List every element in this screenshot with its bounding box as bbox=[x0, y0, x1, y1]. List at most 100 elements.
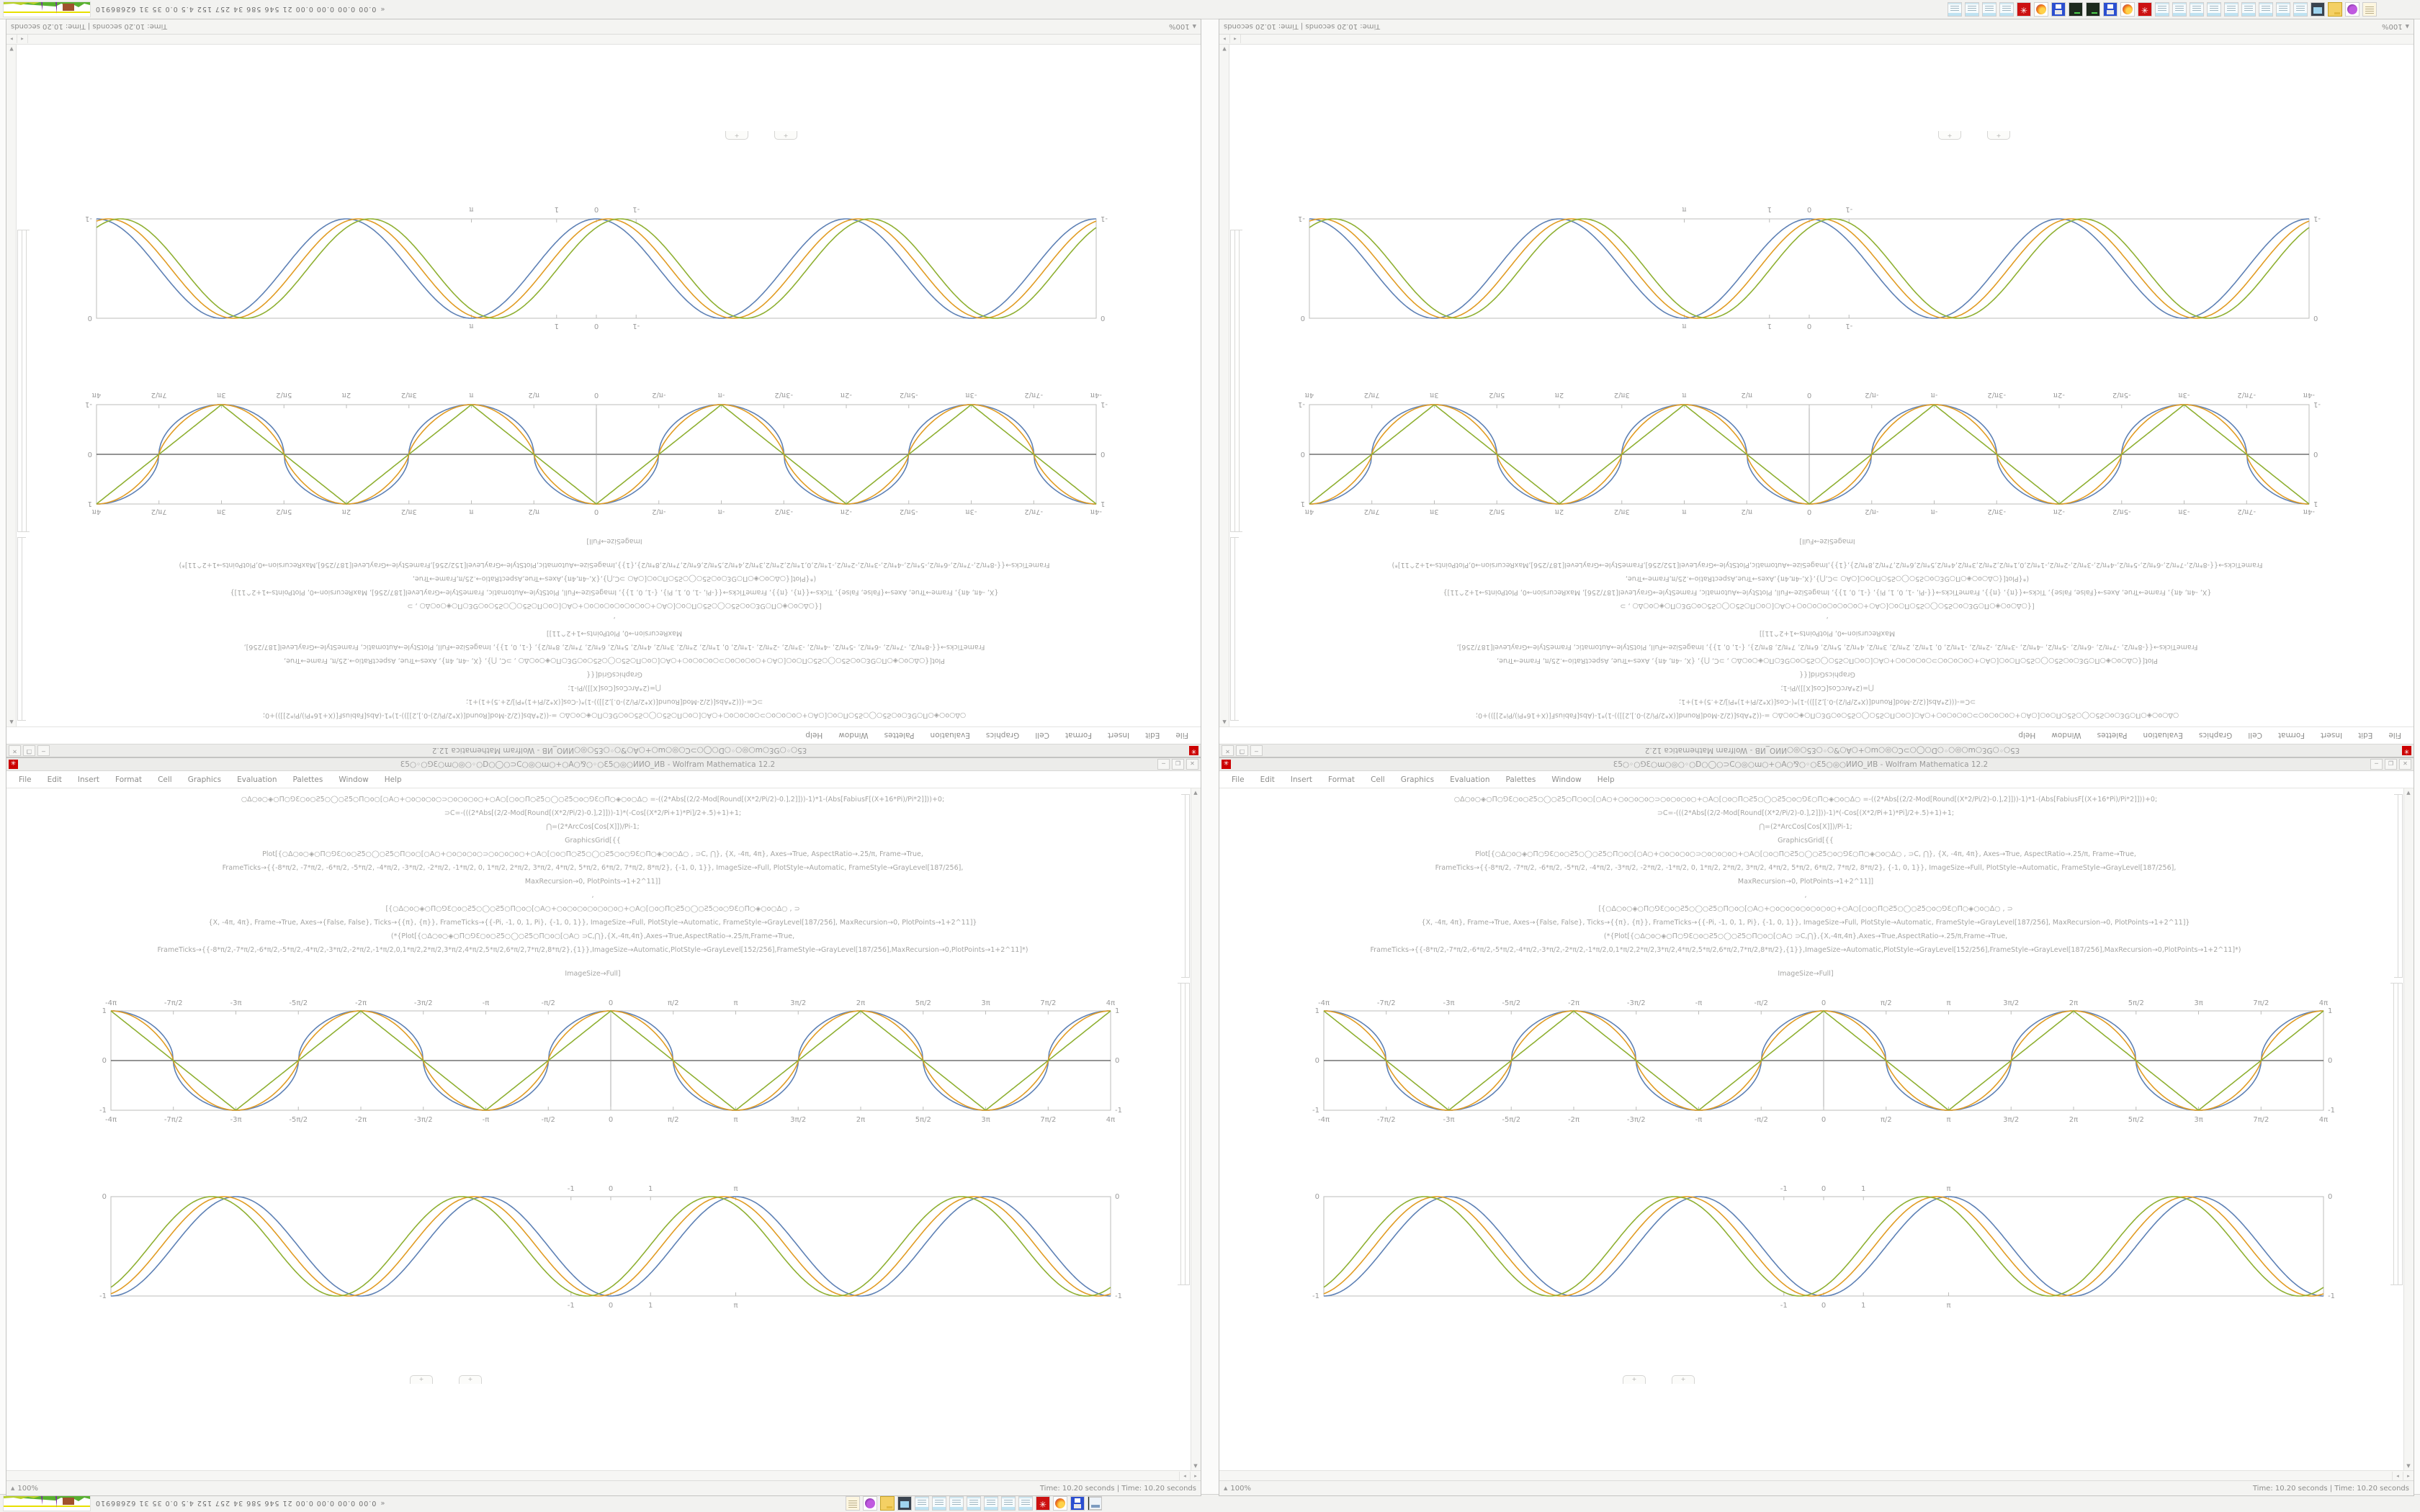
notepad-icon[interactable] bbox=[2224, 2, 2238, 17]
code-line[interactable]: ○Δ○o○◈○Π○⅁Ɛ○o○Ƨ5○◯○Ƨ5○Π○o○[○A○+○o○o○o○⊃○… bbox=[1475, 711, 2179, 719]
code-line[interactable]: ⊃C=-(((2*Abs[(2/2-Mod[Round[(X*2/Pi/2)-0… bbox=[444, 809, 742, 817]
magnification-control[interactable]: ▲ 100% bbox=[1224, 1485, 1251, 1493]
code-line[interactable]: [{○Δ○o○◈○Π○⅁Ɛ○o○Ƨ5○◯○Ƨ5○Π○o○[○A○+○o○o○o○… bbox=[385, 905, 800, 913]
code-line[interactable]: {X, -4π, 4π}, Frame→True, Axes→{False, F… bbox=[1443, 588, 2212, 596]
horizontal-scrollbar[interactable]: ◂ ▸ bbox=[6, 1470, 1201, 1480]
firefox-icon[interactable] bbox=[2034, 2, 2048, 17]
menu-graphics[interactable]: Graphics bbox=[985, 731, 1020, 740]
menu-cell[interactable]: Cell bbox=[1371, 775, 1385, 784]
code-line[interactable]: FrameTicks→{{-8*π/2,-7*π/2,-6*π/2,-5*π/2… bbox=[157, 946, 1028, 954]
notepad-icon[interactable] bbox=[1948, 2, 1962, 17]
menu-edit[interactable]: Edit bbox=[1145, 731, 1160, 740]
scroll-right-icon[interactable]: ▸ bbox=[2403, 1471, 2414, 1480]
maximize-button[interactable]: ❐ bbox=[2385, 759, 2397, 770]
menu-palettes[interactable]: Palettes bbox=[884, 731, 915, 740]
window-titlebar[interactable]: ✳ Ɛ5○◦○⅁Ɛ○ɯ○◎○◦○D○◯○⊃C○◎○ɯ○+○A○⅋○◦○Ɛ5○◎○… bbox=[1219, 744, 2414, 757]
menu-evaluation[interactable]: Evaluation bbox=[1450, 775, 1490, 784]
insert-cell-button[interactable]: + bbox=[1987, 131, 2010, 140]
notepad-icon[interactable] bbox=[984, 1496, 998, 1511]
menu-window[interactable]: Window bbox=[339, 775, 369, 784]
menu-palettes[interactable]: Palettes bbox=[1505, 775, 1536, 784]
notepad-icon[interactable] bbox=[2155, 2, 2169, 17]
menu-palettes[interactable]: Palettes bbox=[292, 775, 323, 784]
window-icon[interactable] bbox=[1089, 1497, 1102, 1510]
magnification-control[interactable]: ▲ 100% bbox=[11, 1485, 38, 1493]
code-line[interactable]: ImageSize→Full] bbox=[565, 970, 621, 978]
code-line[interactable]: GraphicsGrid[{{ bbox=[586, 670, 642, 678]
insert-cell-button[interactable]: + bbox=[1672, 1375, 1695, 1384]
code-line[interactable]: ○Δ○o○◈○Π○⅁Ɛ○o○Ƨ5○◯○Ƨ5○Π○o○[○A○+○o○o○o○⊃○… bbox=[241, 796, 945, 804]
cell-bracket[interactable] bbox=[17, 230, 30, 532]
insert-cell-button[interactable]: + bbox=[774, 131, 797, 140]
scroll-left-icon[interactable]: ◂ bbox=[17, 35, 28, 44]
code-cell-group[interactable]: ○Δ○o○◈○Π○⅁Ɛ○o○Ƨ5○◯○Ƨ5○Π○o○[○A○+○o○o○o○⊃○… bbox=[28, 534, 1201, 726]
minimize-button[interactable]: ─ bbox=[2370, 759, 2383, 770]
menu-cell[interactable]: Cell bbox=[2248, 731, 2262, 740]
code-line[interactable]: [{○Δ○o○◈○Π○⅁Ɛ○o○Ƨ5○◯○Ƨ5○Π○o○[○A○+○o○o○o○… bbox=[407, 602, 822, 610]
close-button[interactable]: ✕ bbox=[9, 745, 21, 756]
code-line[interactable]: ○Δ○o○◈○Π○⅁Ɛ○o○Ƨ5○◯○Ƨ5○Π○o○[○A○+○o○o○o○⊃○… bbox=[262, 711, 967, 719]
scroll-down-icon[interactable]: ▼ bbox=[1222, 46, 1227, 52]
menu-palettes[interactable]: Palettes bbox=[2097, 731, 2128, 740]
scroll-icon[interactable] bbox=[846, 1496, 860, 1511]
menu-edit[interactable]: Edit bbox=[47, 775, 62, 784]
insert-cell-button[interactable]: + bbox=[410, 1375, 433, 1384]
notepad-icon[interactable] bbox=[1999, 2, 2014, 17]
code-line[interactable]: {X, -4π, 4π}, Frame→True, Axes→{False, F… bbox=[1421, 919, 2190, 927]
code-line[interactable]: (*{Plot[{○Δ○o○◈○Π○⅁Ɛ○o○Ƨ5○◯○Ƨ5○Π○o○[○A○ … bbox=[1603, 932, 2008, 940]
code-line[interactable]: ⋂=(2*ArcCos[Cos[X]])/Pi-1; bbox=[1780, 684, 1874, 692]
horizontal-scrollbar[interactable]: ◂ ▸ bbox=[1219, 1470, 2414, 1480]
code-line[interactable]: , bbox=[1826, 616, 1829, 624]
scroll-up-icon[interactable]: ▲ bbox=[1193, 790, 1198, 796]
notepad-icon[interactable] bbox=[1982, 2, 1996, 17]
folder-icon[interactable] bbox=[2328, 2, 2342, 17]
floppy-icon[interactable] bbox=[2051, 2, 2066, 17]
scroll-up-icon[interactable]: ▲ bbox=[9, 719, 14, 725]
vertical-scrollbar[interactable]: ▲ ▼ bbox=[2403, 788, 2414, 1470]
magnification-control[interactable]: ▲ 100% bbox=[2382, 23, 2409, 31]
menu-file[interactable]: File bbox=[1232, 775, 1245, 784]
panel-expander-icon[interactable]: « bbox=[380, 5, 385, 14]
gear-red-icon[interactable] bbox=[2017, 2, 2031, 17]
minimize-button[interactable]: ─ bbox=[1250, 745, 1263, 756]
window-titlebar[interactable]: ✳ Ɛ5○◦○⅁Ɛ○ɯ○◎○◦○D○◯○⊃C○◎○ɯ○+○A○⅋○◦○Ɛ5○◎○… bbox=[6, 758, 1201, 771]
notepad-icon[interactable] bbox=[967, 1496, 981, 1511]
horizontal-scrollbar[interactable]: ◂ ▸ bbox=[1219, 35, 2414, 45]
code-line[interactable]: FrameTicks→{{-8*π/2, -7*π/2, -6*π/2, -5*… bbox=[1435, 864, 2177, 872]
code-line[interactable]: ⊃C=-(((2*Abs[(2/2-Mod[Round[(X*2/Pi/2)-0… bbox=[1678, 698, 1976, 706]
code-line[interactable]: , bbox=[613, 616, 616, 624]
horizontal-scrollbar[interactable]: ◂ ▸ bbox=[6, 35, 1201, 45]
menu-window[interactable]: Window bbox=[1551, 775, 1582, 784]
game-icon[interactable] bbox=[2345, 2, 2360, 17]
code-line[interactable]: (*{Plot[{○Δ○o○◈○Π○⅁Ɛ○o○Ƨ5○◯○Ƨ5○Π○o○[○A○ … bbox=[412, 575, 817, 582]
menu-format[interactable]: Format bbox=[115, 775, 143, 784]
code-line[interactable]: ⊃C=-(((2*Abs[(2/2-Mod[Round[(X*2/Pi/2)-0… bbox=[1657, 809, 1955, 817]
code-line[interactable]: ImageSize→Full] bbox=[586, 537, 642, 545]
insert-cell-button[interactable]: + bbox=[725, 131, 748, 140]
menu-help[interactable]: Help bbox=[384, 775, 402, 784]
menu-edit[interactable]: Edit bbox=[1260, 775, 1275, 784]
code-line[interactable]: ImageSize→Full] bbox=[1799, 537, 1855, 545]
menu-file[interactable]: File bbox=[19, 775, 32, 784]
menu-window[interactable]: Window bbox=[2051, 731, 2081, 740]
scroll-left-icon[interactable]: ◂ bbox=[2392, 1471, 2403, 1480]
notepad-icon[interactable] bbox=[2293, 2, 2308, 17]
notepad-icon[interactable] bbox=[1965, 2, 1979, 17]
code-line[interactable]: Plot[{○Δ○o○◈○Π○⅁Ɛ○o○Ƨ5○◯○Ƨ5○Π○o○[○A○+○o○… bbox=[284, 657, 945, 665]
insert-cell-button[interactable]: + bbox=[1938, 131, 1961, 140]
code-line[interactable]: [{○Δ○o○◈○Π○⅁Ɛ○o○Ƨ5○◯○Ƨ5○Π○o○[○A○+○o○o○o○… bbox=[1620, 602, 2035, 610]
menu-cell[interactable]: Cell bbox=[1035, 731, 1049, 740]
insert-cell-button[interactable]: + bbox=[459, 1375, 482, 1384]
menu-format[interactable]: Format bbox=[1065, 731, 1092, 740]
cell-bracket[interactable] bbox=[17, 537, 29, 721]
code-line[interactable]: ⋂=(2*ArcCos[Cos[X]])/Pi-1; bbox=[546, 823, 640, 831]
menu-file[interactable]: File bbox=[2388, 731, 2401, 740]
maximize-button[interactable]: ❐ bbox=[1172, 759, 1184, 770]
menu-graphics[interactable]: Graphics bbox=[1400, 775, 1435, 784]
notepad-icon[interactable] bbox=[2207, 2, 2221, 17]
code-line[interactable]: FrameTicks→{{-8*π/2,-7*π/2,-6*π/2,-5*π/2… bbox=[1370, 946, 2241, 954]
menu-cell[interactable]: Cell bbox=[158, 775, 172, 784]
scroll-down-icon[interactable]: ▼ bbox=[1193, 1463, 1198, 1469]
monitor-icon[interactable] bbox=[897, 1496, 912, 1511]
code-line[interactable]: FrameTicks→{{-8*π/2, -7*π/2, -6*π/2, -5*… bbox=[222, 864, 964, 872]
